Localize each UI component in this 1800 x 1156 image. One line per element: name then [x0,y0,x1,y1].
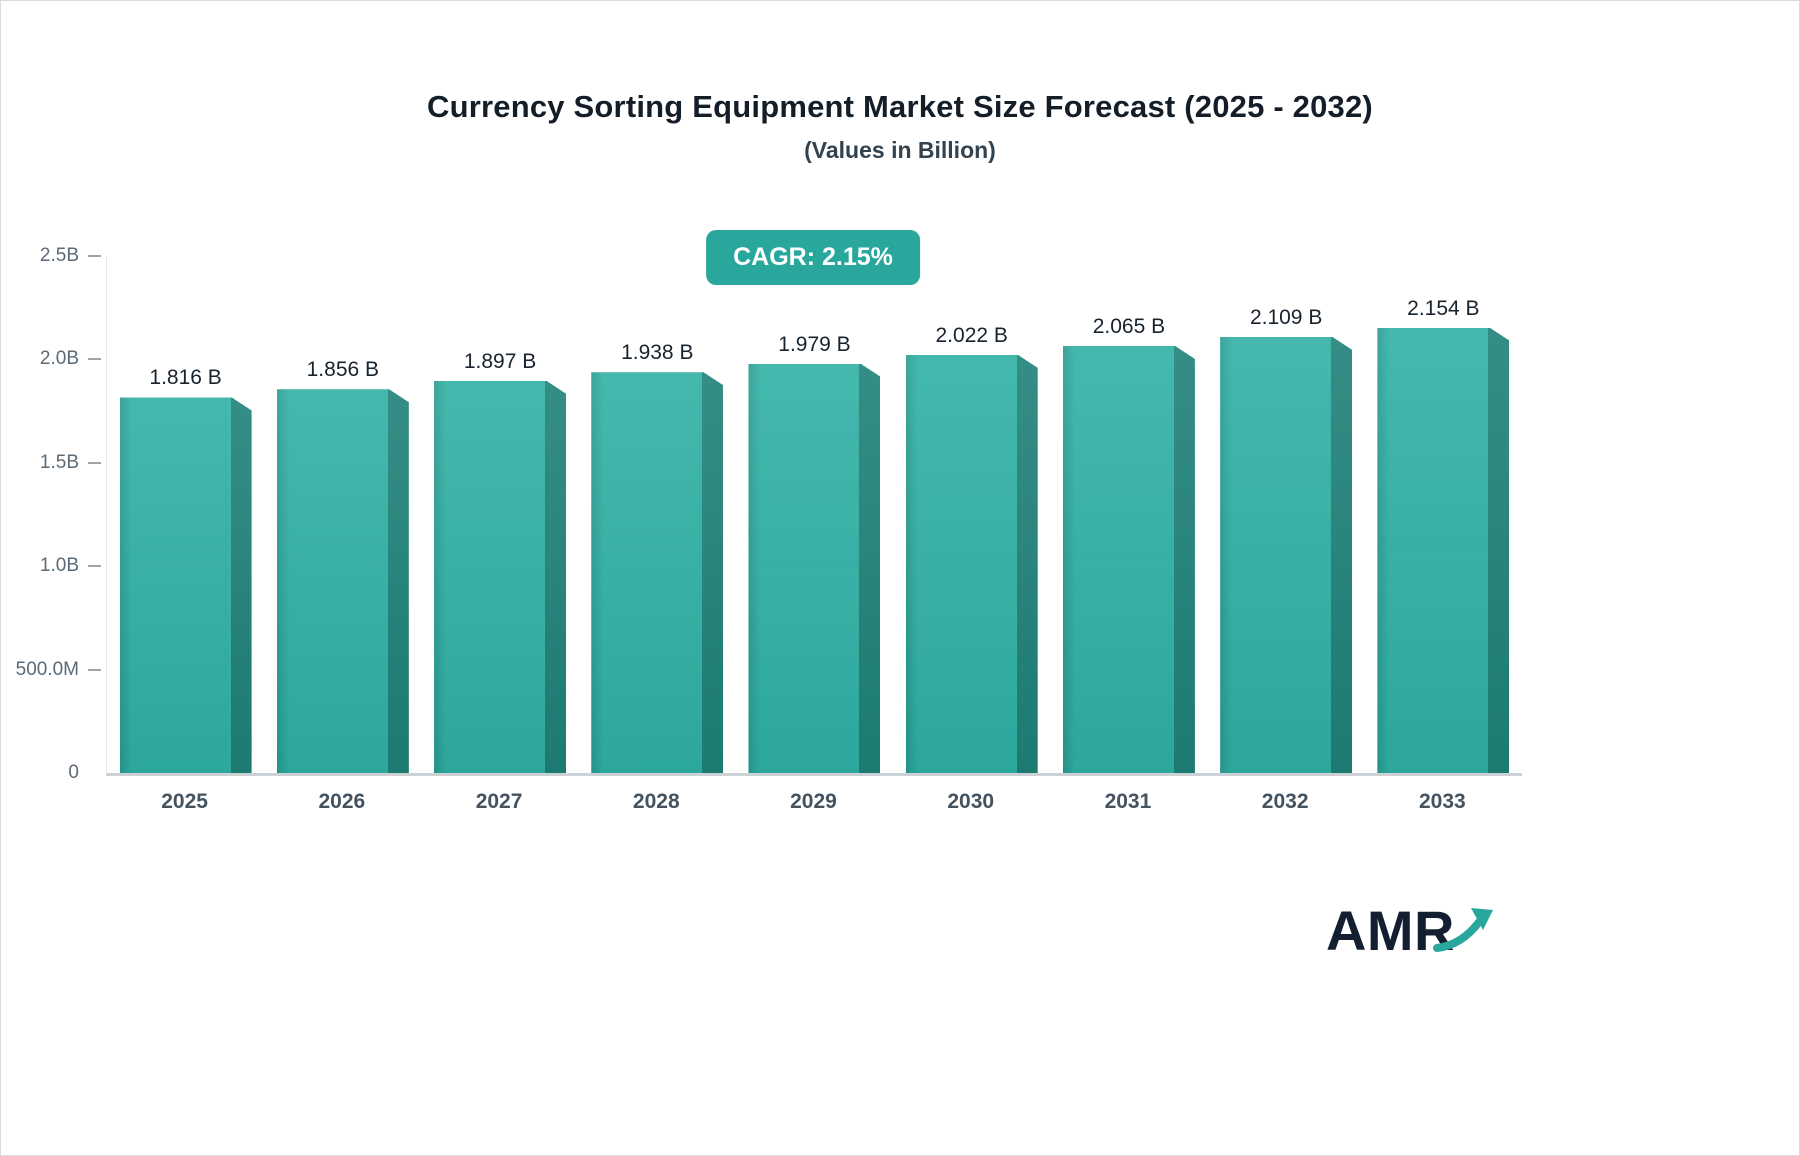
growth-arrow-icon [1433,907,1493,952]
bars: 1.816 B 1.856 B 1.897 B 1.938 B 1.979 B 2.022… [107,256,1522,773]
y-axis: 0 500.0M 1.0B 1.5B 2.0B 2.5B [1,245,101,783]
bar-group: 1.856 B [264,256,421,773]
x-axis-label: 2031 [1104,790,1152,813]
y-tick: 0 [68,762,101,784]
bar-value-label: 2.022 B [935,323,1008,347]
plot: 1.816 B 1.856 B 1.897 B 1.938 B 1.979 B 2.022… [106,256,1522,776]
chart-area: CAGR: 2.15% 0 500.0M 1.0B 1.5B 2.0B 2.5B 1.81… [1,230,1799,856]
x-axis-label: 2025 [161,790,208,813]
bar-value-label: 1.816 B [149,366,222,390]
cagr-badge: CAGR: 2.15% [706,230,920,285]
x-axis-label: 2032 [1261,790,1309,813]
amr-logo: AMR [1326,898,1497,963]
bar [276,389,409,773]
bar [905,354,1038,773]
x-axis-label: 2030 [947,790,995,813]
x-axis-label: 2028 [632,790,680,813]
bar [748,363,881,773]
x-axis-label: 2029 [790,790,837,813]
y-tick-label: 2.0B [39,348,79,370]
y-tick: 2.5B [40,245,101,267]
y-tick: 1.0B [40,555,101,577]
y-tick-label: 0 [68,762,79,783]
x-axis-label: 2026 [318,790,366,813]
bar-value-label: 2.109 B [1249,305,1323,329]
chart-subtitle: (Values in Billion) [804,137,996,163]
y-tick-label: 2.5B [39,245,79,266]
y-tick-dash [88,461,101,464]
bar [1377,327,1510,773]
chart-title: Currency Sorting Equipment Market Size F… [427,89,1373,124]
y-tick: 500.0M [16,659,101,681]
bar [591,372,724,773]
bar-value-label: 1.897 B [463,349,537,373]
bar [1062,345,1195,773]
bar-group: 2.065 B [1050,256,1207,773]
x-axis-label: 2027 [475,790,523,813]
y-tick: 2.0B [40,348,101,370]
bar-value-label: 1.938 B [621,341,694,365]
bar-value-label: 1.979 B [778,332,851,356]
bar [1220,336,1353,773]
bar [119,397,252,773]
y-tick-dash [88,668,101,671]
bar-value-label: 2.065 B [1092,314,1166,338]
y-tick-label: 500.0M [15,658,79,680]
bar-group: 1.897 B [421,256,578,773]
bar-group: 2.109 B [1208,256,1365,773]
y-tick: 1.5B [40,452,101,474]
y-tick-dash [88,358,101,361]
y-tick-label: 1.0B [39,555,79,577]
y-tick-dash [88,565,101,568]
bar-group: 2.022 B [893,256,1050,773]
y-tick-label: 1.5B [39,451,79,473]
x-axis: 2025 2026 2027 2028 2029 2030 2031 2032 2033 [106,790,1521,814]
amr-logo-text: AMR [1325,899,1455,962]
bar-group: 1.979 B [736,256,893,773]
y-tick-dash [88,255,101,257]
bar-value-label: 1.856 B [306,358,380,382]
x-axis-label: 2033 [1419,790,1466,813]
bar-group: 2.154 B [1365,256,1522,773]
bar-value-label: 2.154 B [1407,296,1480,320]
bar [434,380,567,773]
bar-group: 1.938 B [579,256,736,773]
bar-group: 1.816 B [107,256,264,773]
